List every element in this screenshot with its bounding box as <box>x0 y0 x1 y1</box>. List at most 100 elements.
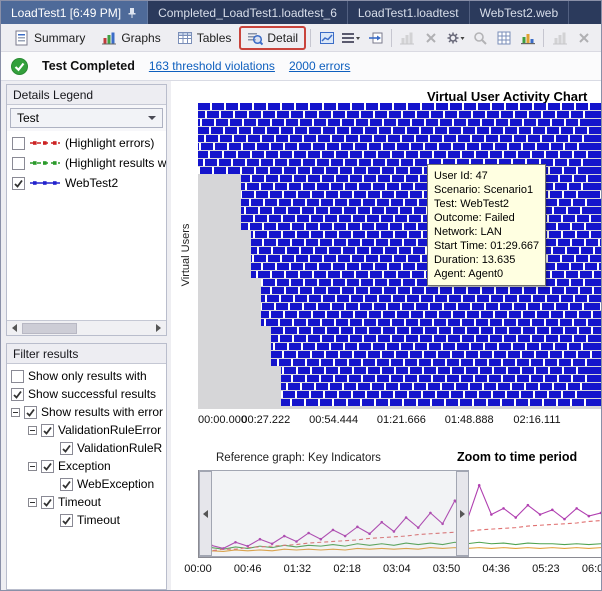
threshold-violations-link[interactable]: 163 threshold violations <box>148 59 275 73</box>
user-activity-row <box>198 399 601 406</box>
legend-scope-combobox[interactable]: Test <box>10 108 163 128</box>
user-activity-bar <box>281 399 601 406</box>
zoom-graph-icon <box>468 27 492 49</box>
detail-button[interactable]: Detail <box>239 25 307 50</box>
checkbox[interactable] <box>11 369 24 383</box>
scroll-right-icon[interactable] <box>151 321 166 336</box>
user-detail-tooltip: User Id: 47 Scenario: Scenario1 Test: WebT… <box>427 164 547 286</box>
user-activity-row <box>198 223 601 230</box>
scroll-left-icon[interactable] <box>7 321 22 336</box>
tree-item[interactable]: Show successful results <box>7 385 166 403</box>
checkbox[interactable] <box>11 387 24 401</box>
user-activity-bar <box>241 191 601 198</box>
user-activity-bar <box>251 231 601 238</box>
checkbox[interactable] <box>41 423 54 437</box>
tree-expander[interactable] <box>11 407 20 417</box>
zoom-to-time-period-label: Zoom to time period <box>457 450 578 464</box>
tab-loadtest1-active[interactable]: LoadTest1 [6:49 PM] <box>1 1 149 24</box>
legend-line-icon <box>30 137 60 149</box>
tables-button[interactable]: Tables <box>169 26 240 50</box>
excel-report-icon[interactable] <box>516 27 540 49</box>
zoom-handle-left[interactable] <box>199 471 212 556</box>
user-activity-row <box>198 255 601 262</box>
axis-tick-label: 04:36 <box>482 563 510 575</box>
tree-item-label: Exception <box>58 459 111 473</box>
scrollbar-thumb[interactable] <box>22 322 77 334</box>
tree-item[interactable]: Timeout <box>7 511 166 529</box>
details-legend-panel: Details Legend Test (Highlight errors) (H… <box>6 84 167 336</box>
document-tab[interactable]: Completed_LoadTest1.loadtest_6 <box>148 1 348 24</box>
reference-graph-plot[interactable] <box>198 470 601 558</box>
user-activity-bar <box>198 159 601 166</box>
user-activity-row <box>198 159 601 166</box>
tree-expander[interactable] <box>28 425 37 435</box>
tree-item-label: WebException <box>77 477 155 491</box>
checkbox[interactable] <box>41 495 54 509</box>
user-activity-bar <box>260 303 601 310</box>
floating-graph-icon[interactable] <box>315 27 339 49</box>
checkbox[interactable] <box>41 459 54 473</box>
filter-results-panel: Filter results Show only results with Sho… <box>6 343 167 590</box>
graph-options-gear-icon[interactable] <box>443 27 467 49</box>
user-activity-bar <box>198 111 601 118</box>
tree-item[interactable]: WebException <box>7 475 166 493</box>
errors-link[interactable]: 2000 errors <box>288 59 351 73</box>
user-activity-row <box>198 391 601 398</box>
user-activity-row <box>198 383 601 390</box>
arrow-right-icon <box>457 506 468 521</box>
checkbox[interactable] <box>60 441 73 455</box>
document-tab[interactable]: LoadTest1.loadtest <box>348 1 470 24</box>
tree-expander[interactable] <box>28 497 37 507</box>
axis-tick-label: 00:46 <box>233 563 262 575</box>
checkbox[interactable] <box>12 136 25 150</box>
tree-item[interactable]: Show results with error <box>7 403 166 421</box>
summary-button[interactable]: Summary <box>6 26 93 50</box>
tree-item-label: ValidationRuleError <box>58 423 162 437</box>
legend-horizontal-scrollbar[interactable] <box>7 320 166 335</box>
content-area: Details Legend Test (Highlight errors) (H… <box>1 81 601 590</box>
graphs-icon <box>101 30 117 46</box>
tree-item[interactable]: Show only results with <box>7 367 166 385</box>
reference-graph-label: Reference graph: Key Indicators <box>216 452 381 464</box>
user-activity-bar <box>270 351 601 358</box>
tab-label: LoadTest1.loadtest <box>357 5 459 20</box>
legend-combo-row: Test <box>7 105 166 131</box>
user-activity-bar <box>251 247 601 254</box>
tree-item[interactable]: Timeout <box>7 493 166 511</box>
activity-x-axis: 00:00.000 00:27.222 00:54.444 01:21.666 01:4… <box>198 414 601 428</box>
checkbox[interactable] <box>12 156 25 170</box>
document-tab[interactable]: WebTest2.web <box>470 1 570 24</box>
zoom-handle-right[interactable] <box>456 471 470 556</box>
user-activity-row <box>198 303 601 310</box>
show-legend-grid-icon[interactable] <box>492 27 516 49</box>
tree-item[interactable]: ValidationRuleR <box>7 439 166 457</box>
document-tab-strip: Completed_LoadTest1.loadtest_6 LoadTest1.… <box>148 1 601 24</box>
tab-label: WebTest2.web <box>479 5 559 20</box>
user-activity-row <box>198 207 601 214</box>
checkbox[interactable] <box>24 405 37 419</box>
user-activity-row <box>198 199 601 206</box>
user-activity-row <box>198 295 601 302</box>
user-activity-bar <box>198 127 601 134</box>
tree-expander[interactable] <box>28 461 37 471</box>
tree-item[interactable]: ValidationRuleError <box>7 421 166 439</box>
checkbox[interactable] <box>60 513 73 527</box>
tree-item-label: Show results with error <box>41 405 164 419</box>
tree-item[interactable]: Exception <box>7 457 166 475</box>
user-activity-bar <box>198 119 601 126</box>
reference-x-axis: 00:00 00:46 01:32 02:18 03:04 03:50 04:36 05:23… <box>184 563 601 577</box>
zoom-selection[interactable] <box>199 470 470 557</box>
legend-item[interactable]: (Highlight errors) <box>7 133 166 153</box>
checkbox[interactable] <box>12 176 25 190</box>
graphs-button[interactable]: Graphs <box>93 26 168 50</box>
legend-item[interactable]: WebTest2 <box>7 173 166 193</box>
graph-layout-dropdown-icon[interactable] <box>339 27 363 49</box>
axis-tick-label: 03:04 <box>383 563 411 575</box>
user-activity-bar <box>198 151 601 158</box>
user-activity-bar <box>198 135 601 142</box>
checkbox[interactable] <box>60 477 73 491</box>
pin-icon[interactable] <box>127 7 137 19</box>
move-graph-icon[interactable] <box>364 27 388 49</box>
axis-tick-label: 01:21.666 <box>376 414 426 426</box>
legend-item[interactable]: (Highlight results w <box>7 153 166 173</box>
